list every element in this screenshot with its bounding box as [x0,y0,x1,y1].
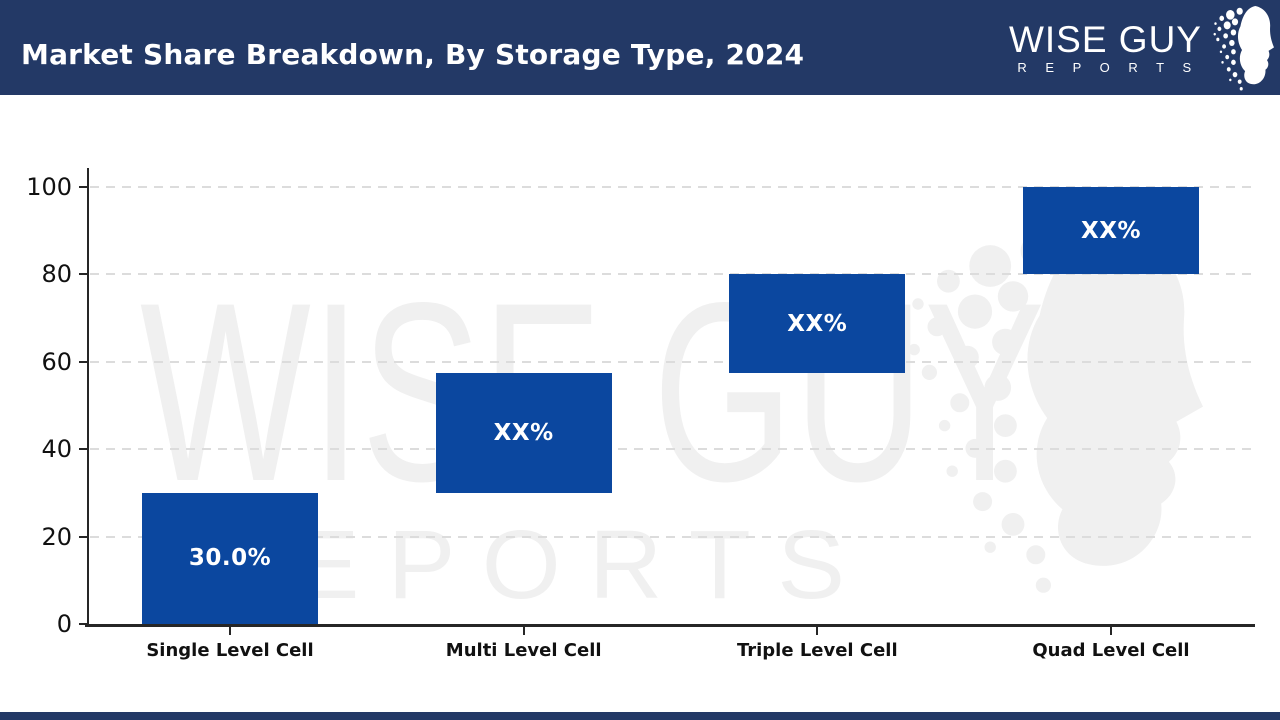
bar-value-label: XX% [787,310,848,337]
y-tick-80 [79,273,88,276]
logo-head-icon [1213,5,1274,90]
logo-wiseguy-text: WISE GUY [1008,18,1202,60]
y-axis-label: 20 [41,522,72,551]
wiseguy-logo: WISE GUY R E P O R T S [1009,2,1280,94]
x-tick-single-level-cell [229,627,231,635]
bar-triple-level-cell: XX% [729,274,906,373]
gridline-60 [90,360,1253,363]
y-axis-label: 80 [41,260,72,289]
y-axis-label: 100 [26,173,72,201]
y-tick-20 [79,535,88,538]
x-axis-label-multi-level-cell: Multi Level Cell [445,640,602,661]
logo-wordmark: WISE GUY R E P O R T S [1008,18,1202,75]
gridline-100 [90,186,1253,188]
y-tick-0 [79,623,88,625]
x-axis-label-single-level-cell: Single Level Cell [146,640,314,661]
gridline-80 [90,273,1253,276]
bar-quad-level-cell: XX% [1023,187,1199,275]
x-tick-triple-level-cell [816,627,819,635]
y-tick-40 [79,448,88,451]
y-axis-label: 0 [56,610,72,638]
bar-multi-level-cell: XX% [435,372,612,493]
header: Market Share Breakdown, By Storage Type,… [0,0,1280,95]
bar-single-level-cell: 30.0% [142,492,318,624]
bar-value-label: 30.0% [188,545,272,572]
y-axis-label: 40 [41,435,72,464]
y-axis-label: 60 [41,347,72,376]
bar-value-label: XX% [493,419,554,446]
x-axis-label-quad-level-cell: Quad Level Cell [1032,640,1190,661]
page-title: Market Share Breakdown, By Storage Type,… [21,38,805,71]
gridline-20 [90,535,1253,538]
y-axis-spine [87,168,89,626]
x-axis-label-triple-level-cell: Triple Level Cell [736,640,898,661]
y-tick-60 [79,360,88,363]
gridline-40 [90,448,1253,451]
bar-value-label: XX% [1080,217,1141,244]
footer-bar [0,712,1280,720]
logo-reports-text: R E P O R T S [1017,59,1199,75]
x-tick-multi-level-cell [522,627,525,635]
y-tick-100 [79,186,88,188]
x-axis-spine [85,624,1255,627]
x-tick-quad-level-cell [1110,627,1112,635]
